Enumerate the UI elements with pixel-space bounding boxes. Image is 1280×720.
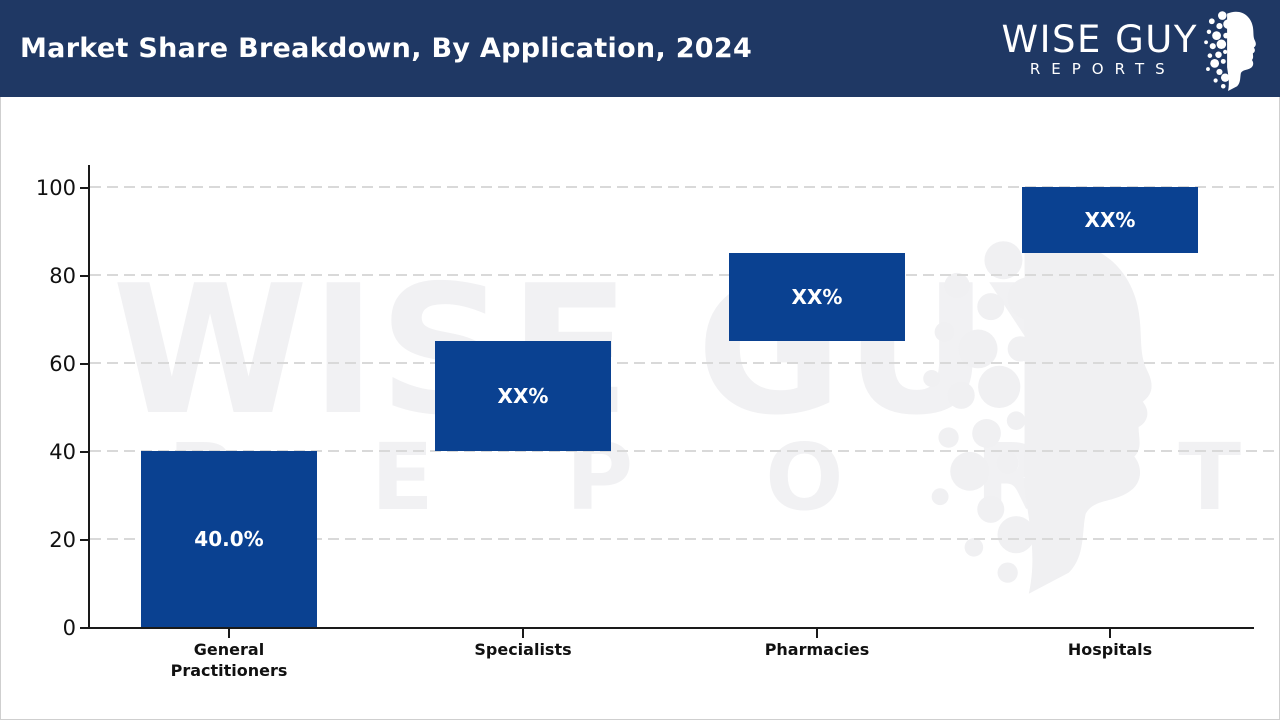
y-axis-tick <box>80 363 88 365</box>
x-axis-category-label: General Practitioners <box>170 640 288 680</box>
y-axis-tick <box>80 539 88 541</box>
bar-value-label: XX% <box>791 285 843 309</box>
x-axis-tick <box>228 629 230 638</box>
y-gridline <box>90 274 1276 276</box>
market-share-bar: XX% <box>729 253 905 341</box>
y-axis-tick-label: 20 <box>49 528 76 552</box>
y-gridline <box>90 538 1276 540</box>
y-axis-tick <box>80 275 88 277</box>
market-share-bar: 40.0% <box>141 451 317 627</box>
y-gridline <box>90 450 1276 452</box>
y-gridline <box>90 362 1276 364</box>
wise-guy-logo: WISE GUY REPORTS <box>1002 6 1280 92</box>
y-gridline <box>90 186 1276 188</box>
bar-value-label: XX% <box>497 384 549 408</box>
y-axis-tick-label: 40 <box>49 440 76 464</box>
logo-line1: WISE GUY <box>1001 17 1198 61</box>
y-axis-tick-label: 100 <box>35 176 76 200</box>
x-axis-category-label: Pharmacies <box>764 640 870 659</box>
y-axis-line <box>88 165 90 629</box>
x-axis-category-label: Hospitals <box>1067 640 1153 659</box>
y-axis-tick-label: 0 <box>62 616 76 640</box>
market-share-bar: XX% <box>1022 187 1198 253</box>
x-axis-category-label: Specialists <box>474 640 572 659</box>
x-axis-line <box>82 627 1254 629</box>
y-axis-tick <box>80 627 88 629</box>
y-axis-tick <box>80 187 88 189</box>
bar-value-label: 40.0% <box>194 527 264 551</box>
market-share-bar: XX% <box>435 341 611 451</box>
bar-value-label: XX% <box>1084 208 1136 232</box>
y-axis-tick <box>80 451 88 453</box>
y-axis-tick-label: 60 <box>49 352 76 376</box>
x-axis-tick <box>816 629 818 638</box>
header-bar: Market Share Breakdown, By Application, … <box>0 0 1280 97</box>
y-axis-tick-label: 80 <box>49 264 76 288</box>
dotted-head-profile-icon <box>1204 10 1256 91</box>
logo-wordmark: WISE GUY REPORTS <box>1002 21 1198 77</box>
logo-line2: REPORTS <box>1029 59 1176 78</box>
x-axis-tick <box>1109 629 1111 638</box>
watermark-head-icon <box>923 241 1152 594</box>
page-title: Market Share Breakdown, By Application, … <box>20 33 753 64</box>
x-axis-tick <box>522 629 524 638</box>
